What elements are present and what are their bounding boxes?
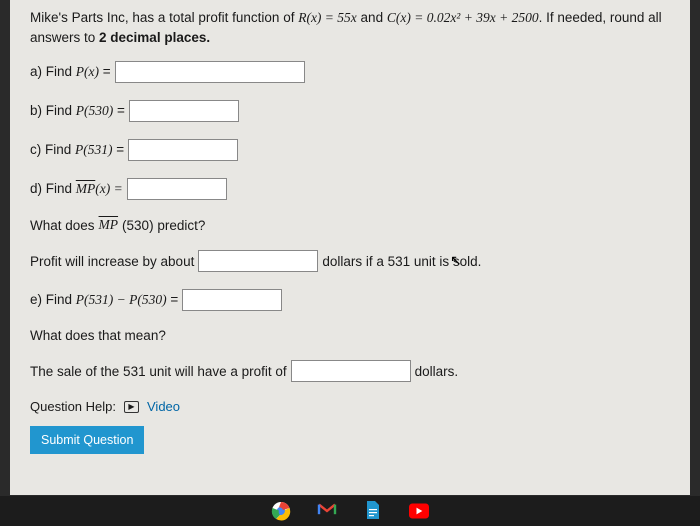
part-b-label: b) Find P(530) =	[30, 103, 125, 119]
part-c-row: c) Find P(531) =	[30, 139, 670, 161]
revenue-rhs: 55x	[337, 10, 357, 25]
part-a-label: a) Find P(x) =	[30, 64, 111, 80]
taskbar	[0, 496, 700, 526]
part-a-input[interactable]	[115, 61, 305, 83]
predict-row: What does MP(530) predict?	[30, 217, 670, 233]
profit-increase-input[interactable]	[198, 250, 318, 272]
profit-increase-row: Profit will increase by about dollars if…	[30, 250, 670, 272]
bold-suffix: 2 decimal places.	[99, 30, 210, 45]
part-d-row: d) Find MP(x) =	[30, 178, 670, 200]
sale-row: The sale of the 531 unit will have a pro…	[30, 360, 670, 382]
part-e-input[interactable]	[182, 289, 282, 311]
part-d-label: d) Find MP(x) =	[30, 181, 123, 197]
files-icon[interactable]	[363, 501, 383, 521]
cost-rhs: 0.02x² + 39x + 2500	[427, 10, 539, 25]
mean-row: What does that mean?	[30, 328, 670, 343]
help-label: Question Help:	[30, 399, 116, 414]
part-e-label: e) Find P(531) − P(530) =	[30, 292, 178, 308]
part-a-row: a) Find P(x) =	[30, 61, 670, 83]
profit-pre: Profit will increase by about	[30, 254, 194, 269]
sale-pre: The sale of the 531 unit will have a pro…	[30, 364, 287, 379]
submit-question-button[interactable]: Submit Question	[30, 426, 144, 454]
part-d-input[interactable]	[127, 178, 227, 200]
video-icon: ▶	[124, 401, 139, 413]
youtube-icon[interactable]	[409, 501, 429, 521]
mean-label: What does that mean?	[30, 328, 166, 343]
part-b-row: b) Find P(530) =	[30, 100, 670, 122]
part-c-label: c) Find P(531) =	[30, 142, 124, 158]
problem-statement: Mike's Parts Inc, has a total profit fun…	[30, 8, 670, 47]
revenue-lhs: R(x) =	[298, 10, 337, 25]
part-b-input[interactable]	[129, 100, 239, 122]
part-c-input[interactable]	[128, 139, 238, 161]
cost-lhs: C(x) =	[387, 10, 427, 25]
question-panel: Mike's Parts Inc, has a total profit fun…	[10, 0, 690, 495]
gmail-icon[interactable]	[317, 501, 337, 521]
chrome-icon[interactable]	[271, 501, 291, 521]
sale-post: dollars.	[415, 364, 459, 379]
intro-text: Mike's Parts Inc, has a total profit fun…	[30, 10, 298, 25]
part-e-row: e) Find P(531) − P(530) =	[30, 289, 670, 311]
sale-profit-input[interactable]	[291, 360, 411, 382]
question-help: Question Help: ▶ Video	[30, 399, 670, 414]
video-link[interactable]: Video	[147, 399, 180, 414]
and-text: and	[357, 10, 387, 25]
profit-post: dollars if a 531 unit is sold.	[322, 254, 481, 269]
